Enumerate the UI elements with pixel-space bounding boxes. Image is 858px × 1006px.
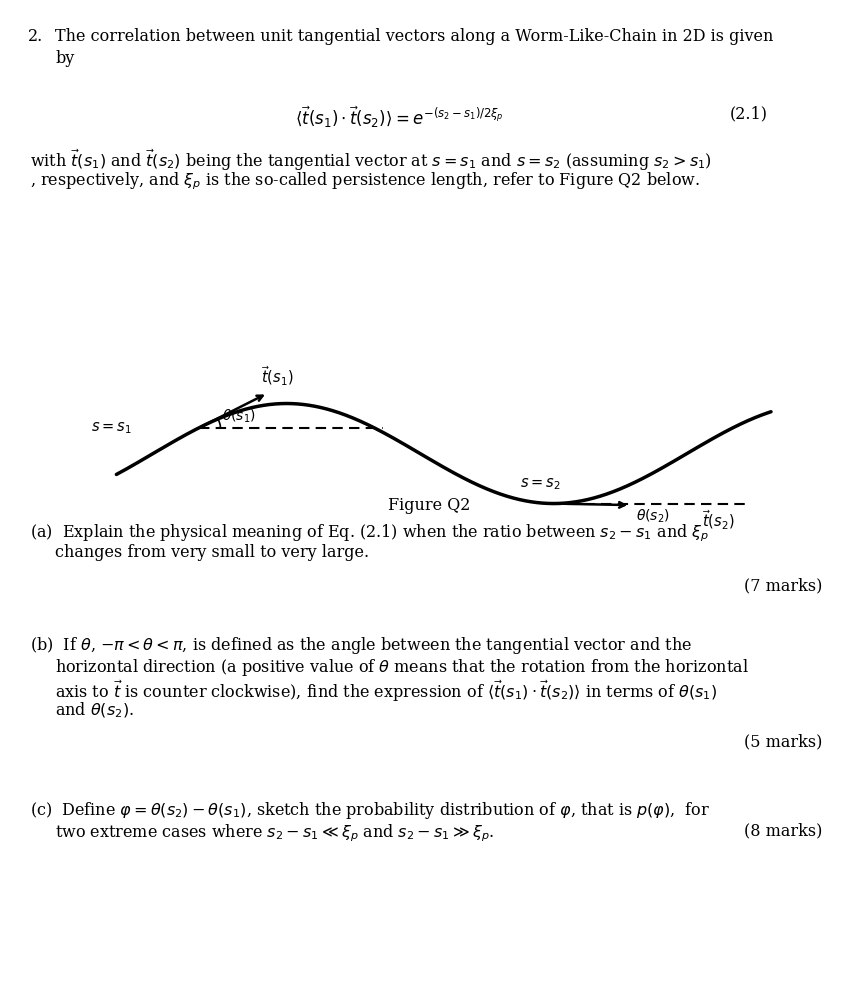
Text: (8 marks): (8 marks) — [744, 822, 822, 839]
Text: $\vec{t}(s_2)$: $\vec{t}(s_2)$ — [702, 509, 734, 532]
Text: (7 marks): (7 marks) — [744, 577, 822, 594]
Text: Figure Q2: Figure Q2 — [388, 497, 470, 514]
Text: with $\vec{t}(s_1)$ and $\vec{t}(s_2)$ being the tangential vector at $s = s_1$ : with $\vec{t}(s_1)$ and $\vec{t}(s_2)$ b… — [30, 148, 712, 173]
Text: $s = s_2$: $s = s_2$ — [520, 476, 561, 492]
Text: 2.: 2. — [28, 28, 43, 45]
Text: , respectively, and $\xi_p$ is the so-called persistence length, refer to Figure: , respectively, and $\xi_p$ is the so-ca… — [30, 170, 700, 191]
Text: $\vec{t}(s_1)$: $\vec{t}(s_1)$ — [262, 364, 294, 388]
Text: (2.1): (2.1) — [730, 105, 768, 122]
Text: by: by — [55, 50, 75, 67]
Text: and $\theta(s_2)$.: and $\theta(s_2)$. — [55, 701, 134, 720]
Text: $\theta(s_2)$: $\theta(s_2)$ — [637, 508, 670, 525]
Text: (b)  If $\theta$, $-\pi < \theta < \pi$, is defined as the angle between the tan: (b) If $\theta$, $-\pi < \theta < \pi$, … — [30, 635, 692, 656]
Text: $\langle\vec{t}(s_1)\cdot\vec{t}(s_2)\rangle = e^{-(s_2-s_1)/2\xi_p}$: $\langle\vec{t}(s_1)\cdot\vec{t}(s_2)\ra… — [295, 105, 504, 131]
Text: $\theta(s_1)$: $\theta(s_1)$ — [222, 407, 257, 426]
Text: The correlation between unit tangential vectors along a Worm-Like-Chain in 2D is: The correlation between unit tangential … — [55, 28, 773, 45]
Text: horizontal direction (a positive value of $\theta$ means that the rotation from : horizontal direction (a positive value o… — [55, 657, 749, 678]
Text: two extreme cases where $s_2 - s_1 \ll \xi_p$ and $s_2 - s_1 \gg \xi_p$.: two extreme cases where $s_2 - s_1 \ll \… — [55, 822, 494, 844]
Text: axis to $\vec{t}$ is counter clockwise), find the expression of $\langle\vec{t}(: axis to $\vec{t}$ is counter clockwise),… — [55, 679, 717, 704]
Text: changes from very small to very large.: changes from very small to very large. — [55, 544, 369, 561]
Text: (c)  Define $\varphi = \theta(s_2) - \theta(s_1)$, sketch the probability distri: (c) Define $\varphi = \theta(s_2) - \the… — [30, 800, 710, 821]
Text: $s = s_1$: $s = s_1$ — [91, 420, 131, 436]
Text: (5 marks): (5 marks) — [744, 733, 822, 750]
Text: (a)  Explain the physical meaning of Eq. (2.1) when the ratio between $s_2 - s_1: (a) Explain the physical meaning of Eq. … — [30, 522, 710, 543]
